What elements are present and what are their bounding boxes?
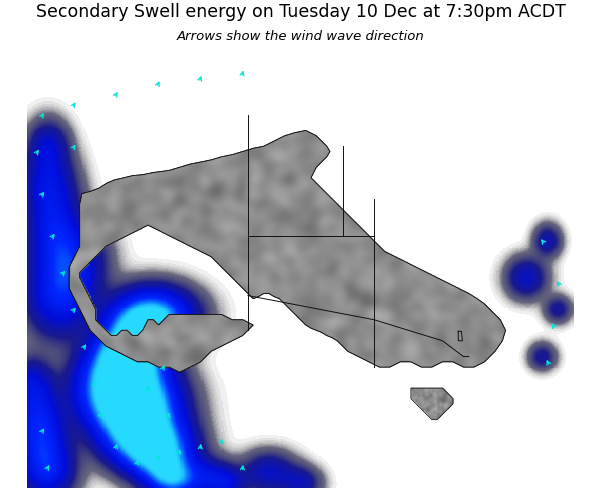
Polygon shape	[69, 130, 505, 372]
Text: Secondary Swell energy on Tuesday 10 Dec at 7:30pm ACDT: Secondary Swell energy on Tuesday 10 Dec…	[35, 2, 566, 20]
Text: Arrows show the wind wave direction: Arrows show the wind wave direction	[177, 30, 424, 42]
